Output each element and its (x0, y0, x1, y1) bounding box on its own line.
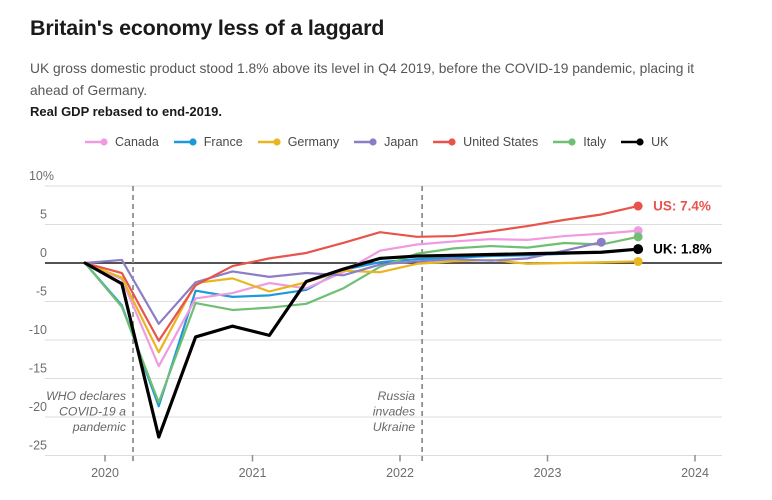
legend-dot (568, 138, 576, 146)
series-endpoint-united-states (633, 201, 643, 211)
y-axis-label: -20 (29, 400, 47, 414)
end-label-united-states: US: 7.4% (653, 199, 711, 214)
legend-dot (100, 138, 108, 146)
legend-item-united-states: United States (433, 135, 538, 149)
y-axis-label: 5 (40, 208, 47, 222)
y-axis-label: -10 (29, 323, 47, 337)
y-axis-label: -5 (36, 285, 47, 299)
series-line-italy (83, 235, 640, 404)
legend-label: Japan (384, 135, 419, 149)
series-line-canada (83, 229, 640, 368)
legend-swatch-france (173, 138, 197, 146)
legend-swatch-united-states (433, 138, 456, 146)
x-axis-label: 2022 (386, 466, 414, 480)
series-line-germany (83, 258, 640, 354)
legend-item-canada: Canada (85, 135, 159, 149)
y-axis-label: 0 (40, 246, 47, 260)
series-endpoint-canada (633, 226, 643, 236)
series-endpoint-japan (596, 237, 606, 247)
legend-item-germany: Germany (257, 135, 340, 149)
legend-swatch-canada (85, 138, 108, 146)
series-line-united-states (83, 204, 640, 342)
legend-item-france: France (173, 135, 243, 149)
legend-dot (369, 138, 377, 146)
series-line-uk (83, 247, 640, 439)
legend-dot (189, 138, 197, 146)
legend-swatch-japan (354, 138, 377, 146)
event-annotation: Russia invades Ukraine (373, 389, 416, 434)
y-axis-label: 10% (29, 169, 54, 183)
x-axis-label: 2023 (534, 466, 562, 480)
x-axis-label: 2020 (91, 466, 119, 480)
y-axis-label: -25 (29, 439, 47, 453)
legend-dot (636, 138, 644, 146)
chart-kicker: Real GDP rebased to end-2019. (30, 104, 222, 119)
chart-subtitle: UK gross domestic product stood 1.8% abo… (30, 61, 695, 99)
series-endpoint-germany (633, 256, 643, 266)
legend-label: United States (463, 135, 539, 149)
end-label-uk: UK: 1.8% (653, 242, 712, 257)
legend-label: France (203, 135, 243, 149)
legend-label: Italy (583, 135, 607, 149)
series-line-japan (83, 241, 603, 325)
legend-item-uk: UK (621, 135, 669, 149)
series-endpoint-uk (633, 244, 644, 255)
page-title: Britain's economy less of a laggard (30, 16, 385, 40)
legend-dot (273, 138, 281, 146)
legend-item-japan: Japan (354, 135, 418, 149)
legend-label: UK (651, 135, 669, 149)
legend-swatch-italy (553, 138, 576, 146)
series-endpoint-italy (633, 232, 643, 242)
x-axis-label: 2024 (681, 466, 709, 480)
chart-legend: Canada France Germany Japan United States Ita… (85, 135, 669, 149)
x-axis-label: 2021 (239, 466, 267, 480)
legend-swatch-uk (621, 138, 644, 146)
legend-label: Canada (115, 135, 159, 149)
legend-dot (448, 138, 456, 146)
legend-swatch-germany (257, 138, 281, 146)
y-axis-label: -15 (29, 362, 47, 376)
legend-item-italy: Italy (553, 135, 606, 149)
event-annotation: WHO declares COVID-19 a pandemic (46, 389, 127, 434)
legend-label: Germany (287, 135, 340, 149)
